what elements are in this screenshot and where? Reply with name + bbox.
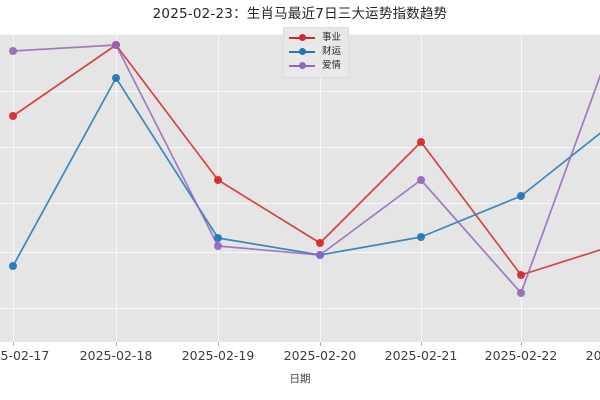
x-axis-tick: [218, 342, 219, 346]
data-point[interactable]: [214, 242, 222, 250]
grid-line-vertical: [13, 34, 15, 342]
data-point[interactable]: [112, 41, 120, 49]
x-axis-tick-label: 2025-02-22: [484, 348, 558, 363]
x-axis-tick-label: 2025-02-21: [384, 348, 458, 363]
x-axis-tick: [320, 342, 321, 346]
plot-area: [0, 34, 600, 342]
grid-line-horizontal: [0, 91, 600, 93]
x-axis-tick-label: 2025-02-18: [79, 348, 153, 363]
data-point[interactable]: [214, 234, 222, 242]
series-lines: [9, 41, 600, 297]
grid-line-vertical: [320, 34, 322, 342]
x-axis-tick: [13, 342, 14, 346]
legend-item-love[interactable]: 爱情: [289, 59, 341, 73]
data-point[interactable]: [316, 239, 324, 247]
data-point[interactable]: [417, 138, 425, 146]
grid-line-vertical: [116, 34, 118, 342]
data-point[interactable]: [9, 262, 17, 270]
data-point[interactable]: [417, 176, 425, 184]
legend-label-wealth: 财运: [322, 46, 342, 57]
x-axis-tick-label: 2025-02-20: [283, 348, 357, 363]
chart-title: 2025-02-23：生肖马最近7日三大运势指数趋势: [152, 6, 448, 22]
series-line-事业: [12, 44, 600, 276]
series-line-财运: [12, 77, 600, 267]
data-point[interactable]: [517, 271, 525, 279]
legend-label-career: 事业: [322, 32, 342, 43]
grid-line-vertical: [521, 34, 523, 342]
legend-marker-love-icon: [289, 60, 315, 72]
x-axis-tick: [116, 342, 117, 346]
x-axis-tick-label: 2025-02-19: [181, 348, 255, 363]
legend-label-love: 爱情: [322, 60, 342, 71]
grid-line-horizontal: [0, 147, 600, 149]
chart-legend: 事业 财运 爱情: [283, 27, 350, 78]
x-axis-tick-label: 2025-02-17: [0, 348, 50, 363]
legend-item-career[interactable]: 事业: [289, 31, 341, 45]
data-point[interactable]: [316, 251, 324, 259]
legend-item-wealth[interactable]: 财运: [289, 45, 341, 59]
grid-line-vertical: [421, 34, 423, 342]
data-point[interactable]: [517, 289, 525, 297]
data-point[interactable]: [517, 192, 525, 200]
data-point[interactable]: [9, 47, 17, 55]
data-point[interactable]: [112, 74, 120, 82]
x-axis-title: 日期: [289, 373, 311, 385]
legend-marker-wealth-icon: [289, 46, 315, 58]
legend-marker-career-icon: [289, 32, 315, 44]
x-axis-tick: [421, 342, 422, 346]
x-axis-tick-label: 2025-02-23: [585, 348, 600, 363]
grid-line-horizontal: [0, 308, 600, 310]
grid-line-vertical: [218, 34, 220, 342]
x-axis-tick: [521, 342, 522, 346]
grid-line-horizontal: [0, 203, 600, 205]
data-point[interactable]: [9, 112, 17, 120]
data-point[interactable]: [417, 233, 425, 241]
x-axis-ticks: [0, 342, 600, 348]
data-point[interactable]: [214, 176, 222, 184]
plot-clip: [0, 34, 600, 342]
